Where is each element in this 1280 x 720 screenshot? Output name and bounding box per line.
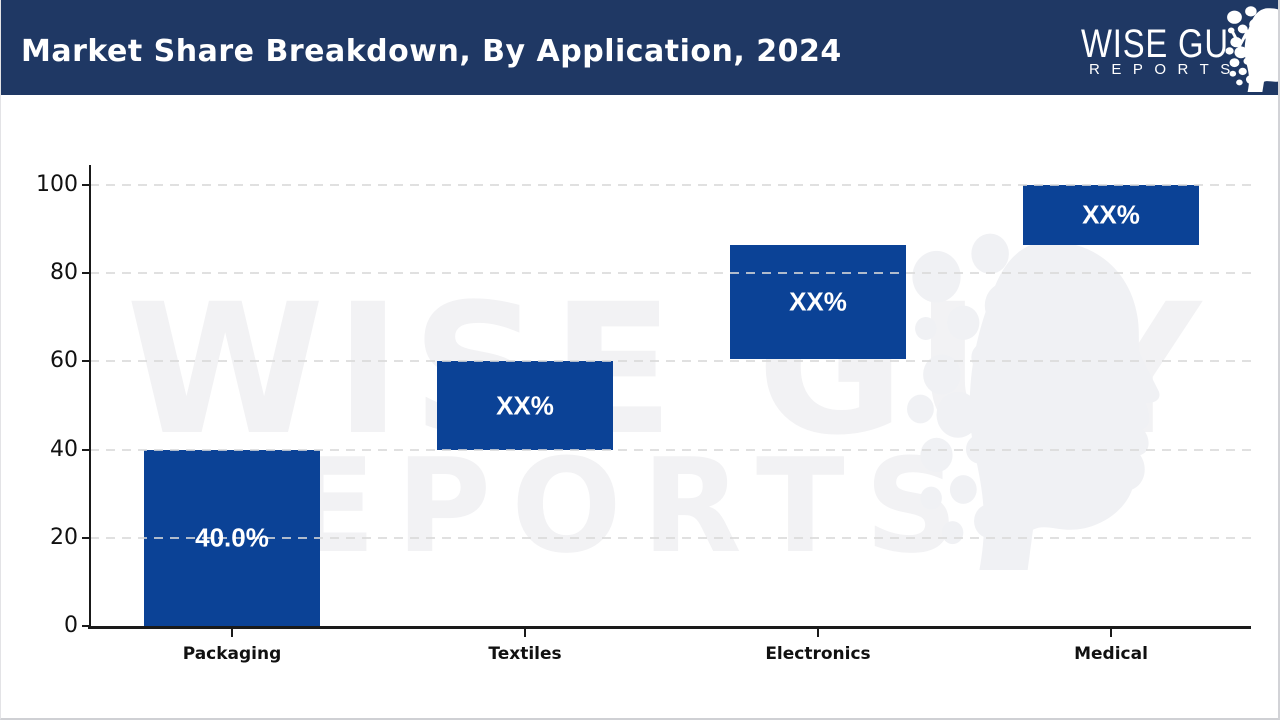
chart-area: WISE GUY REPORTS 0 20 40 60 80 100 40.0% Packag… <box>1 95 1278 718</box>
bar-medical <box>1023 185 1199 245</box>
x-tick-mark <box>524 629 526 637</box>
page-title: Market Share Breakdown, By Application, … <box>21 34 842 69</box>
y-axis-spine <box>89 165 91 629</box>
x-axis-spine <box>88 626 1251 629</box>
wise-guy-reports-logo: WISE GUY REPORTS <box>1023 0 1278 95</box>
y-tick-label: 100 <box>36 172 78 197</box>
gridline <box>90 448 1251 451</box>
y-tick-label: 80 <box>50 260 78 286</box>
header-bar: Market Share Breakdown, By Application, … <box>1 0 1278 95</box>
y-tick-label: 60 <box>50 348 78 374</box>
x-tick-mark <box>817 629 819 637</box>
head-profile-icon <box>1223 4 1278 92</box>
bar-textiles <box>437 361 613 450</box>
y-tick-mark <box>82 536 91 539</box>
x-tick-mark <box>1110 629 1112 637</box>
gridline <box>90 184 1251 186</box>
logo-wordmark: WISE GUY <box>1081 22 1252 66</box>
y-tick-label: 20 <box>50 524 78 550</box>
x-tick-mark <box>231 629 233 637</box>
x-axis-category-label: Medical <box>1074 644 1148 664</box>
bar-electronics <box>730 244 906 360</box>
bar-value-label: XX% <box>496 390 554 420</box>
x-axis-category-label: Textiles <box>488 644 562 664</box>
gridline <box>90 272 1251 275</box>
watermark-head-profile-icon <box>899 225 1167 570</box>
bar-value-label: XX% <box>789 286 847 317</box>
gridline <box>90 536 1251 539</box>
y-tick-mark <box>82 360 91 363</box>
logo-subtitle: REPORTS <box>1089 61 1242 78</box>
y-tick-label: 0 <box>64 613 78 638</box>
y-tick-mark <box>82 272 91 275</box>
bar-value-label: XX% <box>1082 199 1140 230</box>
y-tick-label: 40 <box>50 436 78 462</box>
bar-value-label: 40.0% <box>195 522 269 553</box>
y-tick-mark <box>82 625 91 627</box>
x-axis-category-label: Electronics <box>765 644 871 664</box>
gridline <box>90 360 1251 363</box>
y-tick-mark <box>82 448 91 451</box>
x-axis-category-label: Packaging <box>182 644 282 664</box>
y-tick-mark <box>82 184 91 186</box>
